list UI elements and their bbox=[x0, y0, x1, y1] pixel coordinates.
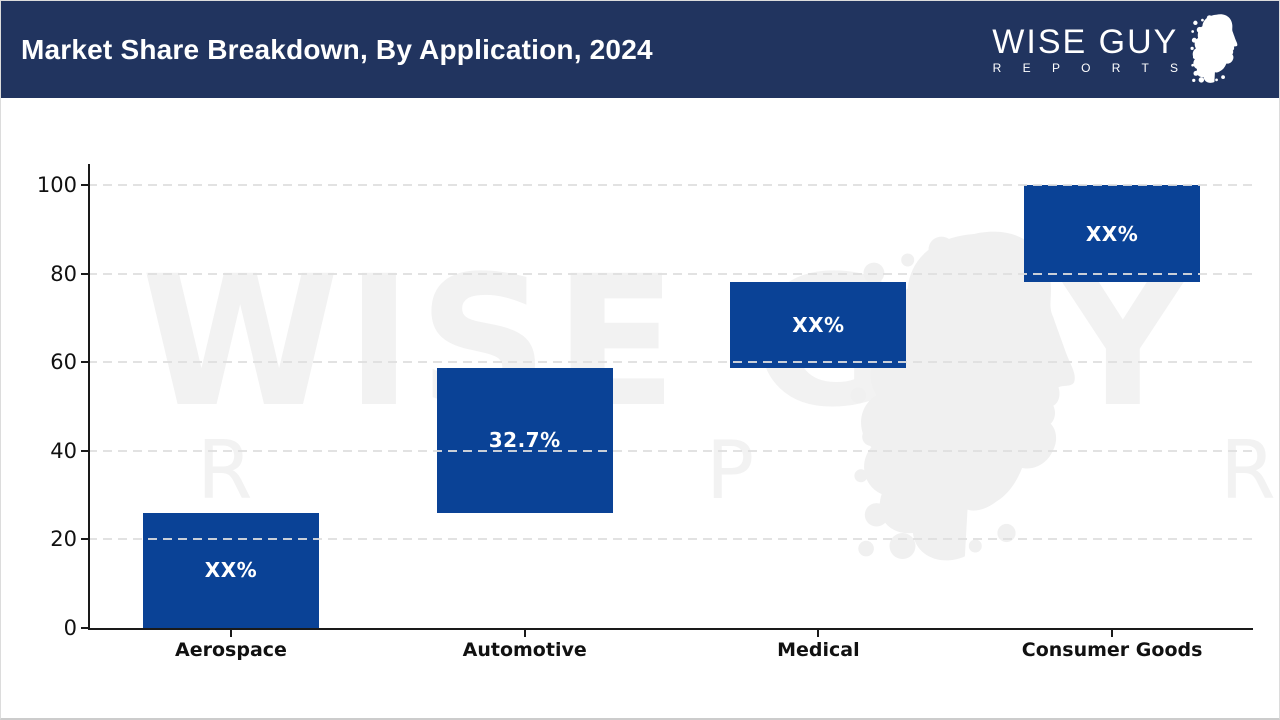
x-tick-mark bbox=[1111, 630, 1114, 637]
y-tick-label: 80 bbox=[50, 261, 77, 286]
bar: XX% bbox=[730, 282, 907, 368]
x-category-label: Aerospace bbox=[175, 639, 287, 661]
y-tick-label: 0 bbox=[63, 616, 77, 640]
brand-subtitle: R E P O R T S bbox=[992, 61, 1187, 75]
y-tick-mark bbox=[81, 361, 88, 364]
y-tick-mark bbox=[81, 449, 88, 452]
bar-value-label: XX% bbox=[792, 313, 845, 338]
y-tick-label: 60 bbox=[50, 350, 77, 375]
gridline bbox=[88, 361, 1253, 364]
x-tick-mark bbox=[817, 630, 820, 637]
brand-logo: WISE GUY R E P O R T S bbox=[984, 12, 1257, 88]
bar: 32.7% bbox=[436, 367, 613, 513]
y-tick-mark bbox=[81, 538, 88, 541]
y-tick-mark bbox=[81, 184, 88, 186]
y-axis-line bbox=[88, 164, 90, 630]
x-category-label: Medical bbox=[777, 639, 860, 661]
bar-value-label: 32.7% bbox=[488, 428, 561, 453]
bar-value-label: XX% bbox=[1085, 221, 1139, 246]
page-title: Market Share Breakdown, By Application, … bbox=[21, 33, 653, 65]
y-tick-label: 20 bbox=[50, 527, 77, 552]
x-category-label: Consumer Goods bbox=[1021, 639, 1203, 661]
y-tick-label: 100 bbox=[36, 173, 77, 197]
gridline bbox=[88, 538, 1253, 541]
brand-logo-text: WISE GUY R E P O R T S bbox=[984, 24, 1187, 75]
gridline bbox=[88, 449, 1253, 452]
x-tick-mark bbox=[230, 630, 232, 637]
x-axis-line bbox=[88, 628, 1253, 630]
watermark-subtext: R E P O R T S bbox=[197, 424, 1280, 517]
brand-face-icon bbox=[1190, 13, 1238, 83]
gridline bbox=[88, 272, 1253, 275]
x-category-label: Automotive bbox=[462, 639, 587, 661]
y-tick-mark bbox=[81, 627, 88, 629]
bar: XX% bbox=[1024, 185, 1201, 283]
y-tick-label: 40 bbox=[50, 438, 77, 463]
brand-name: WISE GUY bbox=[992, 23, 1179, 61]
gridline bbox=[88, 184, 1253, 186]
bar: XX% bbox=[143, 512, 319, 628]
header-bar: Market Share Breakdown, By Application, … bbox=[1, 1, 1279, 98]
bar-value-label: XX% bbox=[204, 558, 258, 583]
x-tick-mark bbox=[523, 630, 526, 637]
y-tick-mark bbox=[81, 272, 88, 275]
